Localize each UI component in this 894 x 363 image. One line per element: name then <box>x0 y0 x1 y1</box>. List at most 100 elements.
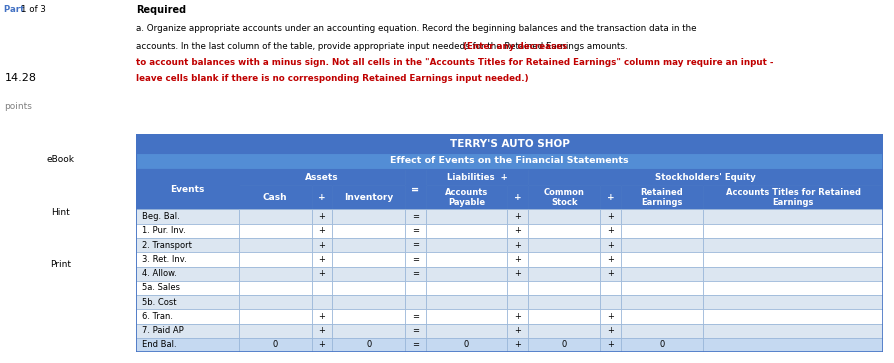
Text: 5b. Cost: 5b. Cost <box>142 298 176 307</box>
Bar <box>239 252 311 266</box>
Text: Inventory: Inventory <box>343 193 392 202</box>
Bar <box>620 209 702 224</box>
Text: Beg. Bal.: Beg. Bal. <box>142 212 180 221</box>
Bar <box>426 209 507 224</box>
Bar <box>600 323 620 338</box>
Bar <box>527 169 882 185</box>
Text: Common
Stock: Common Stock <box>544 188 584 207</box>
Text: +: + <box>513 269 520 278</box>
Bar <box>600 338 620 352</box>
Bar <box>332 238 404 252</box>
Bar <box>332 281 404 295</box>
Text: 7. Paid AP: 7. Paid AP <box>142 326 183 335</box>
Text: +: + <box>607 269 613 278</box>
Text: +: + <box>607 326 613 335</box>
Bar <box>136 338 239 352</box>
Bar <box>136 169 239 209</box>
Text: a. Organize appropriate accounts under an accounting equation. Record the beginn: a. Organize appropriate accounts under a… <box>136 24 696 33</box>
Bar <box>136 281 239 295</box>
Bar <box>404 169 426 209</box>
Bar <box>507 266 527 281</box>
Bar <box>702 209 882 224</box>
Bar <box>332 224 404 238</box>
Bar <box>332 309 404 323</box>
Bar <box>620 309 702 323</box>
Text: Events: Events <box>170 185 205 194</box>
Bar <box>702 252 882 266</box>
Bar <box>600 224 620 238</box>
Bar <box>311 185 332 209</box>
Text: +: + <box>318 269 325 278</box>
Bar <box>507 295 527 309</box>
Bar <box>702 323 882 338</box>
Text: Effect of Events on the Financial Statements: Effect of Events on the Financial Statem… <box>390 156 628 166</box>
Text: =: = <box>411 312 418 321</box>
Bar <box>311 224 332 238</box>
Text: 5a. Sales: 5a. Sales <box>142 284 180 293</box>
Bar <box>136 252 239 266</box>
Text: +: + <box>513 255 520 264</box>
Bar <box>527 338 600 352</box>
Bar <box>527 323 600 338</box>
Bar <box>136 323 239 338</box>
Bar <box>239 309 311 323</box>
Text: +: + <box>607 312 613 321</box>
Bar <box>239 338 311 352</box>
Text: leave cells blank if there is no corresponding Retained Earnings input needed.): leave cells blank if there is no corresp… <box>136 74 528 83</box>
Text: =: = <box>411 326 418 335</box>
Text: +: + <box>607 241 613 250</box>
Bar <box>620 224 702 238</box>
Bar <box>404 309 426 323</box>
Bar <box>311 338 332 352</box>
Text: +: + <box>607 255 613 264</box>
Text: Stockholders' Equity: Stockholders' Equity <box>654 173 755 182</box>
Text: 0: 0 <box>273 340 278 350</box>
Bar <box>404 252 426 266</box>
Bar <box>426 338 507 352</box>
Bar <box>136 134 882 153</box>
Bar <box>507 309 527 323</box>
Bar <box>600 295 620 309</box>
Bar <box>702 295 882 309</box>
Bar <box>702 309 882 323</box>
Bar <box>600 309 620 323</box>
Bar <box>620 323 702 338</box>
Text: =: = <box>411 212 418 221</box>
Text: +: + <box>606 193 614 202</box>
Bar <box>426 252 507 266</box>
Bar <box>702 281 882 295</box>
Bar <box>620 238 702 252</box>
Text: Accounts Titles for Retained
Earnings: Accounts Titles for Retained Earnings <box>725 188 859 207</box>
Bar <box>426 185 507 209</box>
Text: 14.28: 14.28 <box>4 73 37 83</box>
Bar <box>311 295 332 309</box>
Bar <box>426 309 507 323</box>
Bar <box>239 209 311 224</box>
Bar <box>620 281 702 295</box>
Text: +: + <box>318 326 325 335</box>
Text: (Enter any decreases: (Enter any decreases <box>462 42 567 51</box>
Bar <box>702 224 882 238</box>
Bar <box>600 281 620 295</box>
Bar <box>507 252 527 266</box>
Bar <box>136 266 239 281</box>
Bar <box>426 169 527 185</box>
Bar <box>507 238 527 252</box>
Text: +: + <box>607 212 613 221</box>
Text: Accounts
Payable: Accounts Payable <box>444 188 487 207</box>
Bar <box>426 295 507 309</box>
Bar <box>239 281 311 295</box>
Bar <box>332 185 404 209</box>
Text: +: + <box>318 227 325 235</box>
Bar <box>404 224 426 238</box>
Text: +: + <box>607 340 613 350</box>
Text: =: = <box>411 269 418 278</box>
Text: +: + <box>513 227 520 235</box>
Bar <box>527 295 600 309</box>
Bar <box>136 224 239 238</box>
Bar <box>404 338 426 352</box>
Bar <box>600 185 620 209</box>
Bar <box>404 266 426 281</box>
Text: 0: 0 <box>463 340 468 350</box>
Bar <box>239 169 404 185</box>
